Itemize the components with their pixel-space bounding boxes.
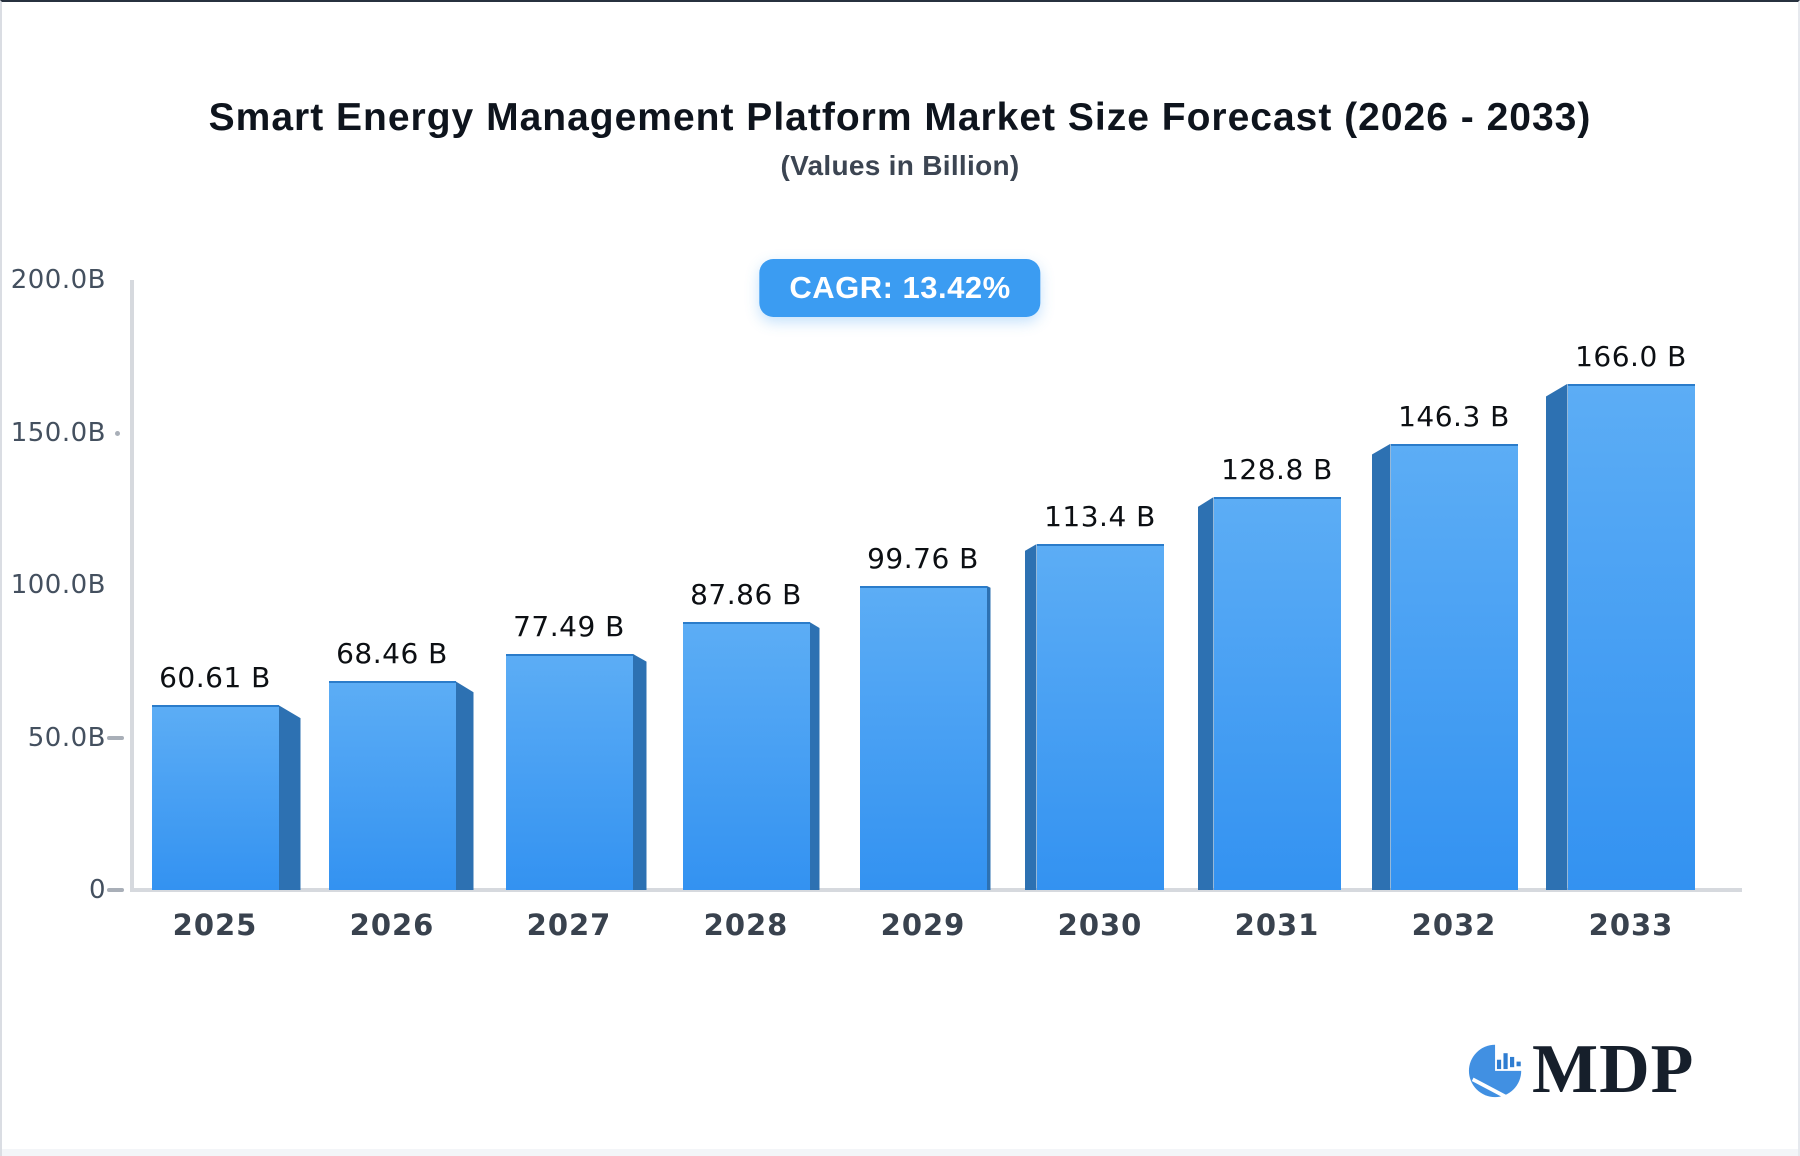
bar-3d-side	[986, 585, 991, 890]
y-tick-marker	[115, 430, 120, 436]
bar	[1036, 544, 1164, 890]
mdp-logo-text: MDP	[1532, 1031, 1695, 1108]
y-axis-line	[130, 280, 134, 892]
bottom-strip	[2, 1149, 1798, 1156]
y-tick-label: 100.0B	[10, 570, 106, 600]
bar-value-label: 146.3 B	[1398, 399, 1510, 433]
bar-value-label: 60.61 B	[159, 661, 271, 695]
bar-3d-side	[1024, 544, 1037, 890]
y-tick-marker	[107, 888, 124, 892]
bar-value-label: 113.4 B	[1044, 500, 1156, 534]
pie-chart-icon	[1468, 1042, 1524, 1098]
bar-3d-side	[1545, 383, 1568, 890]
bar-3d-side	[455, 681, 474, 890]
x-tick-label: 2025	[172, 908, 258, 942]
bar	[328, 681, 456, 890]
x-tick-label: 2027	[526, 908, 612, 942]
bar-value-label: 87.86 B	[690, 578, 802, 612]
page-title: Smart Energy Management Platform Market …	[208, 96, 1592, 139]
x-axis-line	[130, 888, 1742, 892]
bar	[1567, 383, 1695, 890]
x-tick-label: 2030	[1057, 908, 1143, 942]
y-tick-label: 200.0B	[10, 265, 106, 295]
bar-3d-side	[809, 622, 820, 890]
bar	[859, 585, 987, 890]
bar	[505, 653, 633, 890]
bar	[1390, 443, 1518, 890]
x-tick-label: 2028	[703, 908, 789, 942]
bar-value-label: 99.76 B	[867, 541, 979, 575]
y-tick-label: 150.0B	[10, 417, 106, 448]
page-subtitle: (Values in Billion)	[780, 150, 1020, 181]
cagr-badge: CAGR: 13.42%	[759, 259, 1041, 317]
bar-3d-side	[1197, 497, 1214, 890]
bar-value-label: 68.46 B	[336, 637, 448, 671]
bar	[1213, 497, 1341, 890]
bar-value-label: 77.49 B	[513, 609, 625, 643]
y-tick-label: 0	[88, 875, 106, 905]
bar-value-label: 128.8 B	[1221, 453, 1333, 487]
bar-3d-side	[1371, 443, 1391, 890]
x-tick-label: 2033	[1588, 908, 1674, 942]
x-tick-label: 2031	[1234, 908, 1320, 942]
x-tick-label: 2029	[880, 908, 966, 942]
bar-value-label: 166.0 B	[1575, 339, 1687, 373]
y-tick-label: 50.0B	[27, 722, 106, 753]
bar-3d-side	[632, 653, 647, 890]
x-tick-label: 2032	[1411, 908, 1497, 942]
bar	[151, 705, 279, 890]
x-tick-label: 2026	[349, 908, 435, 942]
bar-3d-side	[278, 705, 301, 890]
bar	[682, 622, 810, 890]
mdp-logo: MDP	[1468, 1031, 1695, 1108]
y-tick-marker	[107, 735, 124, 740]
